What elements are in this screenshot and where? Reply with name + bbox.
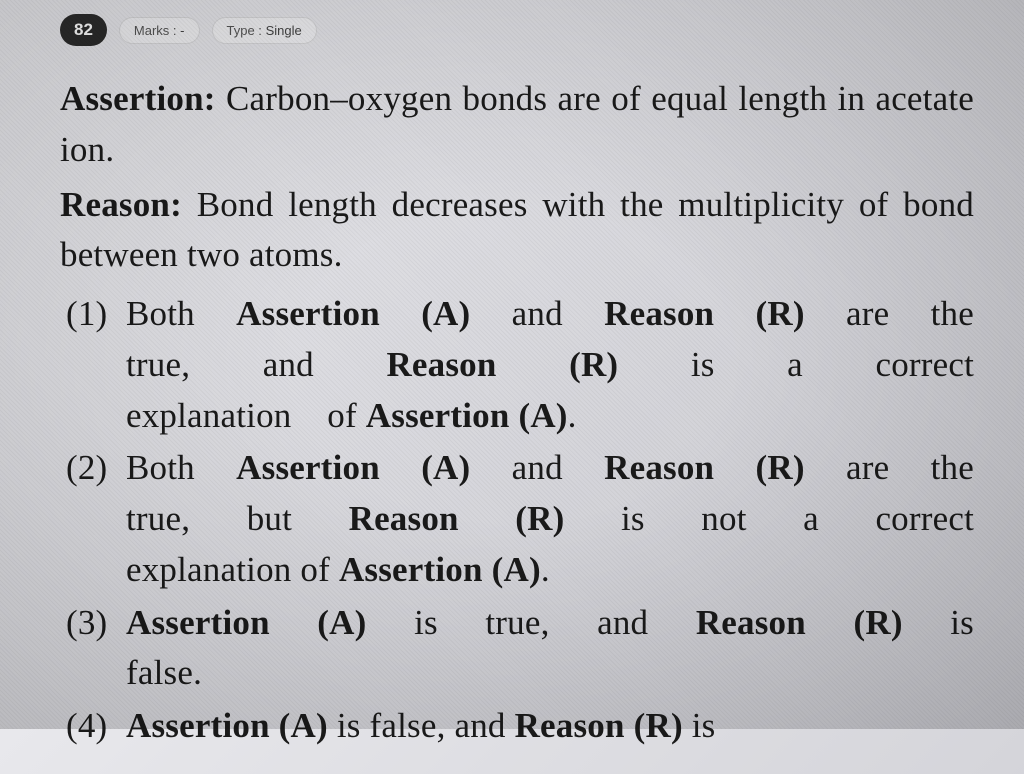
option-text-fragment: Both xyxy=(126,294,236,333)
option-1-number: (1) xyxy=(66,289,126,441)
option-text-fragment: Both xyxy=(126,448,236,487)
assertion-label: Assertion: xyxy=(60,79,216,118)
reason-block: Reason: Bond length decreases with the m… xyxy=(60,180,974,282)
reason-label: Reason: xyxy=(60,185,182,224)
option-text-bold: Assertion (A) xyxy=(126,706,328,745)
option-4-number: (4) xyxy=(66,701,126,752)
type-value: Single xyxy=(266,23,302,38)
option-text-fragment: are the xyxy=(805,294,974,333)
marks-label: Marks : xyxy=(134,23,177,38)
question-header: 82 Marks : - Type : Single xyxy=(60,14,974,46)
option-text-fragment: . xyxy=(568,396,577,435)
option-text-bold: Reason (R) xyxy=(604,294,805,333)
option-2[interactable]: (2) Both Assertion (A) and Reason (R) ar… xyxy=(66,443,974,595)
option-text-bold: Assertion (A) xyxy=(236,448,470,487)
assertion-block: Assertion: Carbon–oxygen bonds are of eq… xyxy=(60,74,974,176)
options-list: (1) Both Assertion (A) and Reason (R) ar… xyxy=(60,289,974,752)
option-2-text: Both Assertion (A) and Reason (R) are th… xyxy=(126,443,974,595)
option-text-bold: Assertion (A) xyxy=(366,396,568,435)
marks-pill: Marks : - xyxy=(119,17,200,44)
option-text-bold: Reason (R) xyxy=(386,345,618,384)
option-text-fragment: is a correct xyxy=(618,345,974,384)
option-text-fragment: is true, and xyxy=(367,603,696,642)
option-text-fragment: is xyxy=(903,603,974,642)
option-text-bold: Assertion (A) xyxy=(236,294,470,333)
reason-text: Bond length decreases with the multiplic… xyxy=(60,185,974,275)
type-label: Type : xyxy=(227,23,262,38)
option-text-fragment: is false, and xyxy=(328,706,515,745)
question-body: Assertion: Carbon–oxygen bonds are of eq… xyxy=(60,74,974,752)
option-text-fragment: are the xyxy=(805,448,974,487)
option-4-text: Assertion (A) is false, and Reason (R) i… xyxy=(126,701,974,752)
option-4[interactable]: (4) Assertion (A) is false, and Reason (… xyxy=(66,701,974,752)
option-3-text: Assertion (A) is true, and Reason (R) is… xyxy=(126,598,974,700)
question-number-badge: 82 xyxy=(60,14,107,46)
option-3-number: (3) xyxy=(66,598,126,700)
marks-value: - xyxy=(180,23,184,38)
option-text-bold: Assertion (A) xyxy=(339,550,541,589)
option-text-bold: Reason (R) xyxy=(515,706,683,745)
option-2-number: (2) xyxy=(66,443,126,595)
option-text-bold: Reason (R) xyxy=(696,603,903,642)
option-text-fragment: and xyxy=(470,294,604,333)
option-text-bold: Reason (R) xyxy=(604,448,805,487)
type-pill: Type : Single xyxy=(212,17,317,44)
option-text-fragment: is not a correct xyxy=(564,499,974,538)
option-text-fragment: is xyxy=(683,706,716,745)
option-text-bold: Assertion (A) xyxy=(126,603,367,642)
option-text-bold: Reason (R) xyxy=(349,499,565,538)
option-3[interactable]: (3) Assertion (A) is true, and Reason (R… xyxy=(66,598,974,700)
option-text-fragment: explanation of xyxy=(126,550,339,589)
option-1[interactable]: (1) Both Assertion (A) and Reason (R) ar… xyxy=(66,289,974,441)
option-text-fragment: false. xyxy=(126,653,202,692)
option-text-fragment: explanation of xyxy=(126,396,366,435)
option-1-text: Both Assertion (A) and Reason (R) are th… xyxy=(126,289,974,441)
option-text-fragment: and xyxy=(470,448,604,487)
option-text-fragment: true, but xyxy=(126,499,349,538)
option-text-fragment: . xyxy=(541,550,550,589)
option-text-fragment: true, and xyxy=(126,345,386,384)
